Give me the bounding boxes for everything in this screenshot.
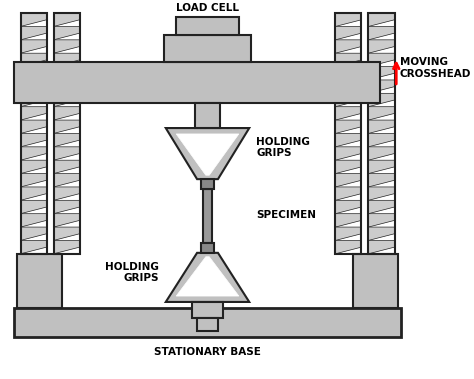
Polygon shape — [336, 80, 362, 93]
Polygon shape — [336, 200, 362, 214]
Polygon shape — [336, 13, 362, 27]
Polygon shape — [336, 120, 362, 133]
Bar — [164, 35, 251, 62]
Polygon shape — [54, 93, 80, 107]
Bar — [353, 254, 398, 308]
Polygon shape — [20, 40, 46, 53]
Polygon shape — [336, 40, 362, 53]
Bar — [197, 318, 218, 331]
Polygon shape — [20, 107, 46, 120]
Polygon shape — [368, 200, 394, 214]
Polygon shape — [336, 187, 362, 200]
Text: SPECIMEN: SPECIMEN — [256, 210, 316, 221]
Polygon shape — [336, 214, 362, 227]
Bar — [14, 62, 380, 103]
Bar — [201, 243, 214, 253]
Bar — [203, 189, 212, 243]
Polygon shape — [368, 107, 394, 120]
Polygon shape — [20, 80, 46, 93]
Polygon shape — [368, 13, 394, 27]
Polygon shape — [54, 200, 80, 214]
Polygon shape — [20, 147, 46, 160]
Polygon shape — [20, 53, 46, 67]
Polygon shape — [54, 27, 80, 40]
Polygon shape — [20, 160, 46, 174]
Polygon shape — [368, 240, 394, 254]
Polygon shape — [336, 27, 362, 40]
Polygon shape — [368, 174, 394, 187]
Polygon shape — [368, 147, 394, 160]
Polygon shape — [54, 227, 80, 240]
Polygon shape — [20, 67, 46, 80]
Bar — [17, 254, 62, 308]
Polygon shape — [54, 214, 80, 227]
Polygon shape — [336, 53, 362, 67]
Polygon shape — [368, 227, 394, 240]
Polygon shape — [54, 120, 80, 133]
Polygon shape — [20, 27, 46, 40]
Polygon shape — [336, 107, 362, 120]
Polygon shape — [54, 107, 80, 120]
Bar — [176, 17, 239, 35]
Polygon shape — [176, 257, 239, 296]
Polygon shape — [20, 187, 46, 200]
Polygon shape — [54, 174, 80, 187]
Polygon shape — [336, 67, 362, 80]
Polygon shape — [20, 120, 46, 133]
Polygon shape — [20, 200, 46, 214]
Polygon shape — [20, 174, 46, 187]
Bar — [20, 13, 46, 254]
Polygon shape — [54, 53, 80, 67]
Text: MOVING
CROSSHEAD: MOVING CROSSHEAD — [400, 57, 471, 79]
Bar — [54, 13, 80, 254]
Bar — [195, 103, 219, 128]
Polygon shape — [336, 147, 362, 160]
Text: STATIONARY BASE: STATIONARY BASE — [154, 347, 261, 357]
Bar — [336, 13, 362, 254]
Polygon shape — [54, 240, 80, 254]
Polygon shape — [336, 240, 362, 254]
Polygon shape — [20, 240, 46, 254]
Polygon shape — [336, 160, 362, 174]
Polygon shape — [20, 93, 46, 107]
Polygon shape — [20, 13, 46, 27]
Polygon shape — [368, 40, 394, 53]
Polygon shape — [368, 120, 394, 133]
Polygon shape — [368, 67, 394, 80]
Bar — [368, 13, 394, 254]
Text: HOLDING
GRIPS: HOLDING GRIPS — [105, 262, 159, 283]
Polygon shape — [368, 27, 394, 40]
Polygon shape — [176, 134, 239, 175]
Polygon shape — [368, 160, 394, 174]
Polygon shape — [368, 80, 394, 93]
Bar — [14, 308, 401, 337]
Polygon shape — [166, 253, 249, 302]
Polygon shape — [368, 93, 394, 107]
Polygon shape — [54, 67, 80, 80]
Polygon shape — [368, 187, 394, 200]
Text: HOLDING
GRIPS: HOLDING GRIPS — [256, 137, 310, 158]
Polygon shape — [20, 133, 46, 147]
Polygon shape — [54, 160, 80, 174]
Polygon shape — [368, 133, 394, 147]
Polygon shape — [336, 227, 362, 240]
Polygon shape — [54, 133, 80, 147]
Polygon shape — [368, 214, 394, 227]
Bar — [201, 179, 214, 189]
Polygon shape — [54, 187, 80, 200]
Polygon shape — [54, 147, 80, 160]
Polygon shape — [336, 93, 362, 107]
Polygon shape — [20, 227, 46, 240]
Polygon shape — [166, 128, 249, 179]
Polygon shape — [20, 214, 46, 227]
Polygon shape — [54, 40, 80, 53]
Text: LOAD CELL: LOAD CELL — [176, 3, 239, 13]
Polygon shape — [54, 13, 80, 27]
Polygon shape — [336, 133, 362, 147]
Bar — [192, 302, 223, 318]
Polygon shape — [54, 80, 80, 93]
Polygon shape — [336, 174, 362, 187]
Polygon shape — [368, 53, 394, 67]
